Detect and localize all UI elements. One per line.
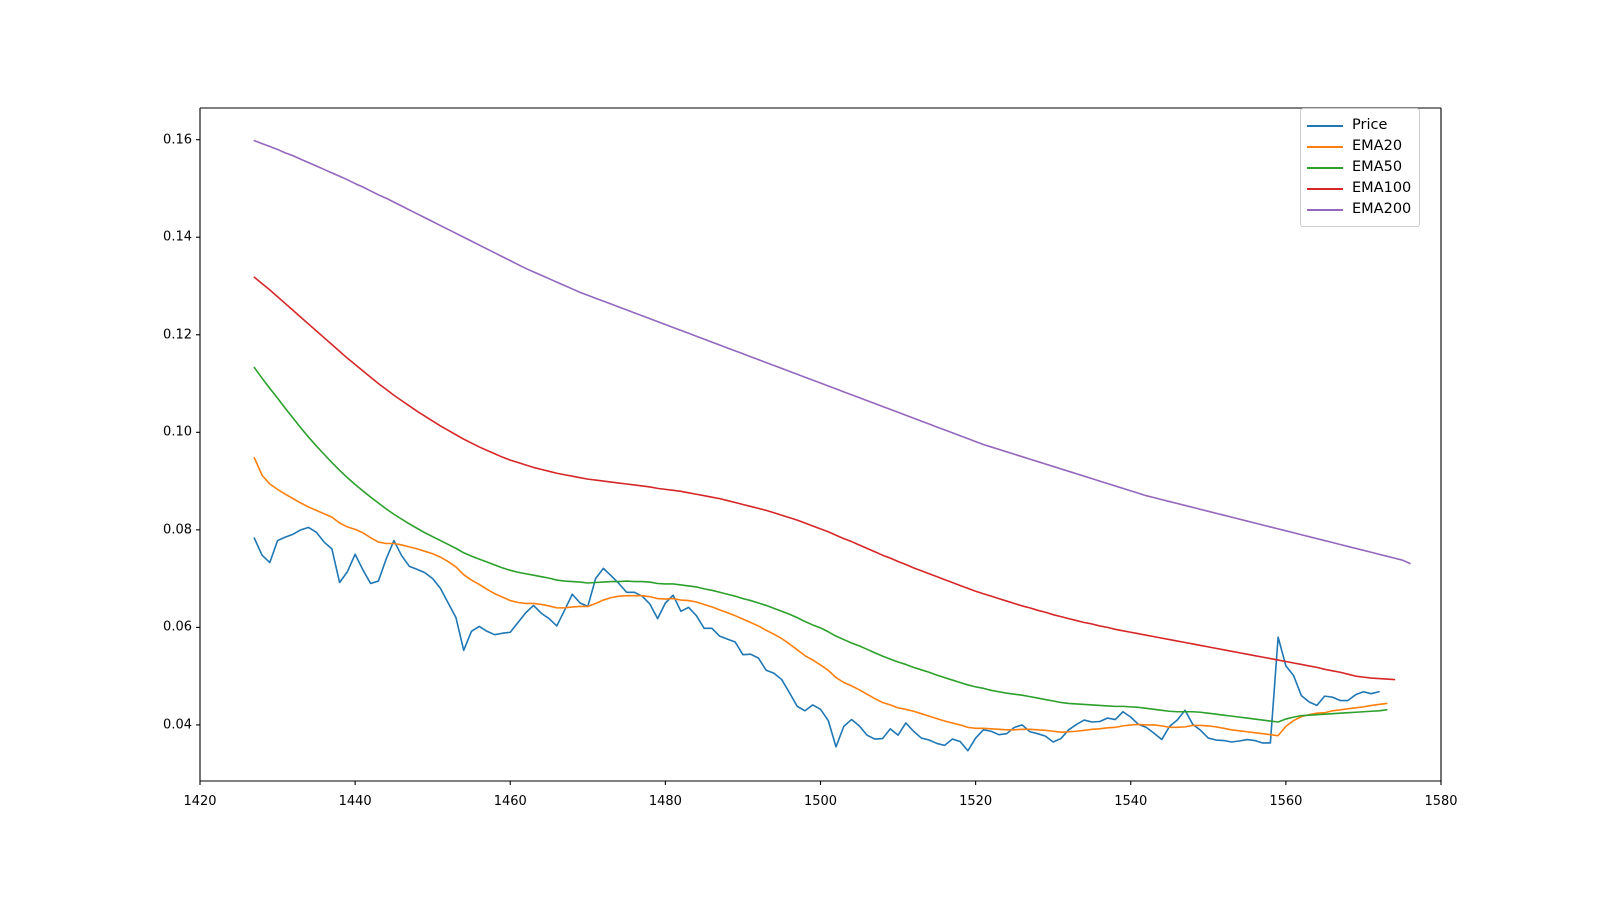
legend-color-swatch [1307,208,1343,211]
y-tick-label: 0.16 [163,132,192,148]
x-tick-label: 1540 [1114,794,1148,809]
y-tick-label: 0.04 [163,717,192,733]
legend-color-swatch [1307,187,1343,190]
legend-item-ema100[interactable]: EMA100 [1307,178,1411,199]
legend-item-ema200[interactable]: EMA200 [1307,199,1411,220]
series-line-ema50 [253,366,1388,723]
chart-legend: Price EMA20 EMA50 EMA100 EMA200 [1300,108,1421,227]
y-tick-label: 0.14 [163,229,192,245]
x-tick-label: 1480 [648,794,682,809]
x-tick-label: 1420 [183,794,217,809]
y-tick-label: 0.06 [163,619,192,635]
x-tick-label: 1560 [1269,794,1303,809]
y-tick-label: 0.10 [163,424,192,440]
y-tick-label: 0.12 [163,327,192,343]
legend-item-ema50[interactable]: EMA50 [1307,157,1411,178]
series-line-ema200 [253,139,1411,565]
legend-label: EMA20 [1352,138,1403,155]
legend-item-ema20[interactable]: EMA20 [1307,136,1411,157]
legend-label: EMA50 [1352,159,1403,176]
legend-label: EMA200 [1352,201,1412,218]
legend-label: Price [1352,117,1388,134]
series-line-ema100 [253,276,1396,681]
x-tick-label: 1580 [1424,794,1458,809]
x-tick-label: 1440 [338,794,372,809]
legend-color-swatch [1307,166,1343,169]
series-line-price [253,526,1380,752]
legend-color-swatch [1307,145,1343,148]
y-tick-label: 0.08 [163,522,192,538]
axes-spines [199,107,1442,782]
legend-color-swatch [1307,124,1343,127]
legend-label: EMA100 [1352,180,1412,197]
x-tick-label: 1500 [803,794,838,809]
x-tick-label: 1520 [959,794,993,809]
series-line-ema20 [253,456,1388,737]
x-tick-label: 1460 [493,794,527,809]
series-lines [253,139,1411,752]
legend-item-price[interactable]: Price [1307,115,1411,136]
axis-ticks [196,139,1442,785]
